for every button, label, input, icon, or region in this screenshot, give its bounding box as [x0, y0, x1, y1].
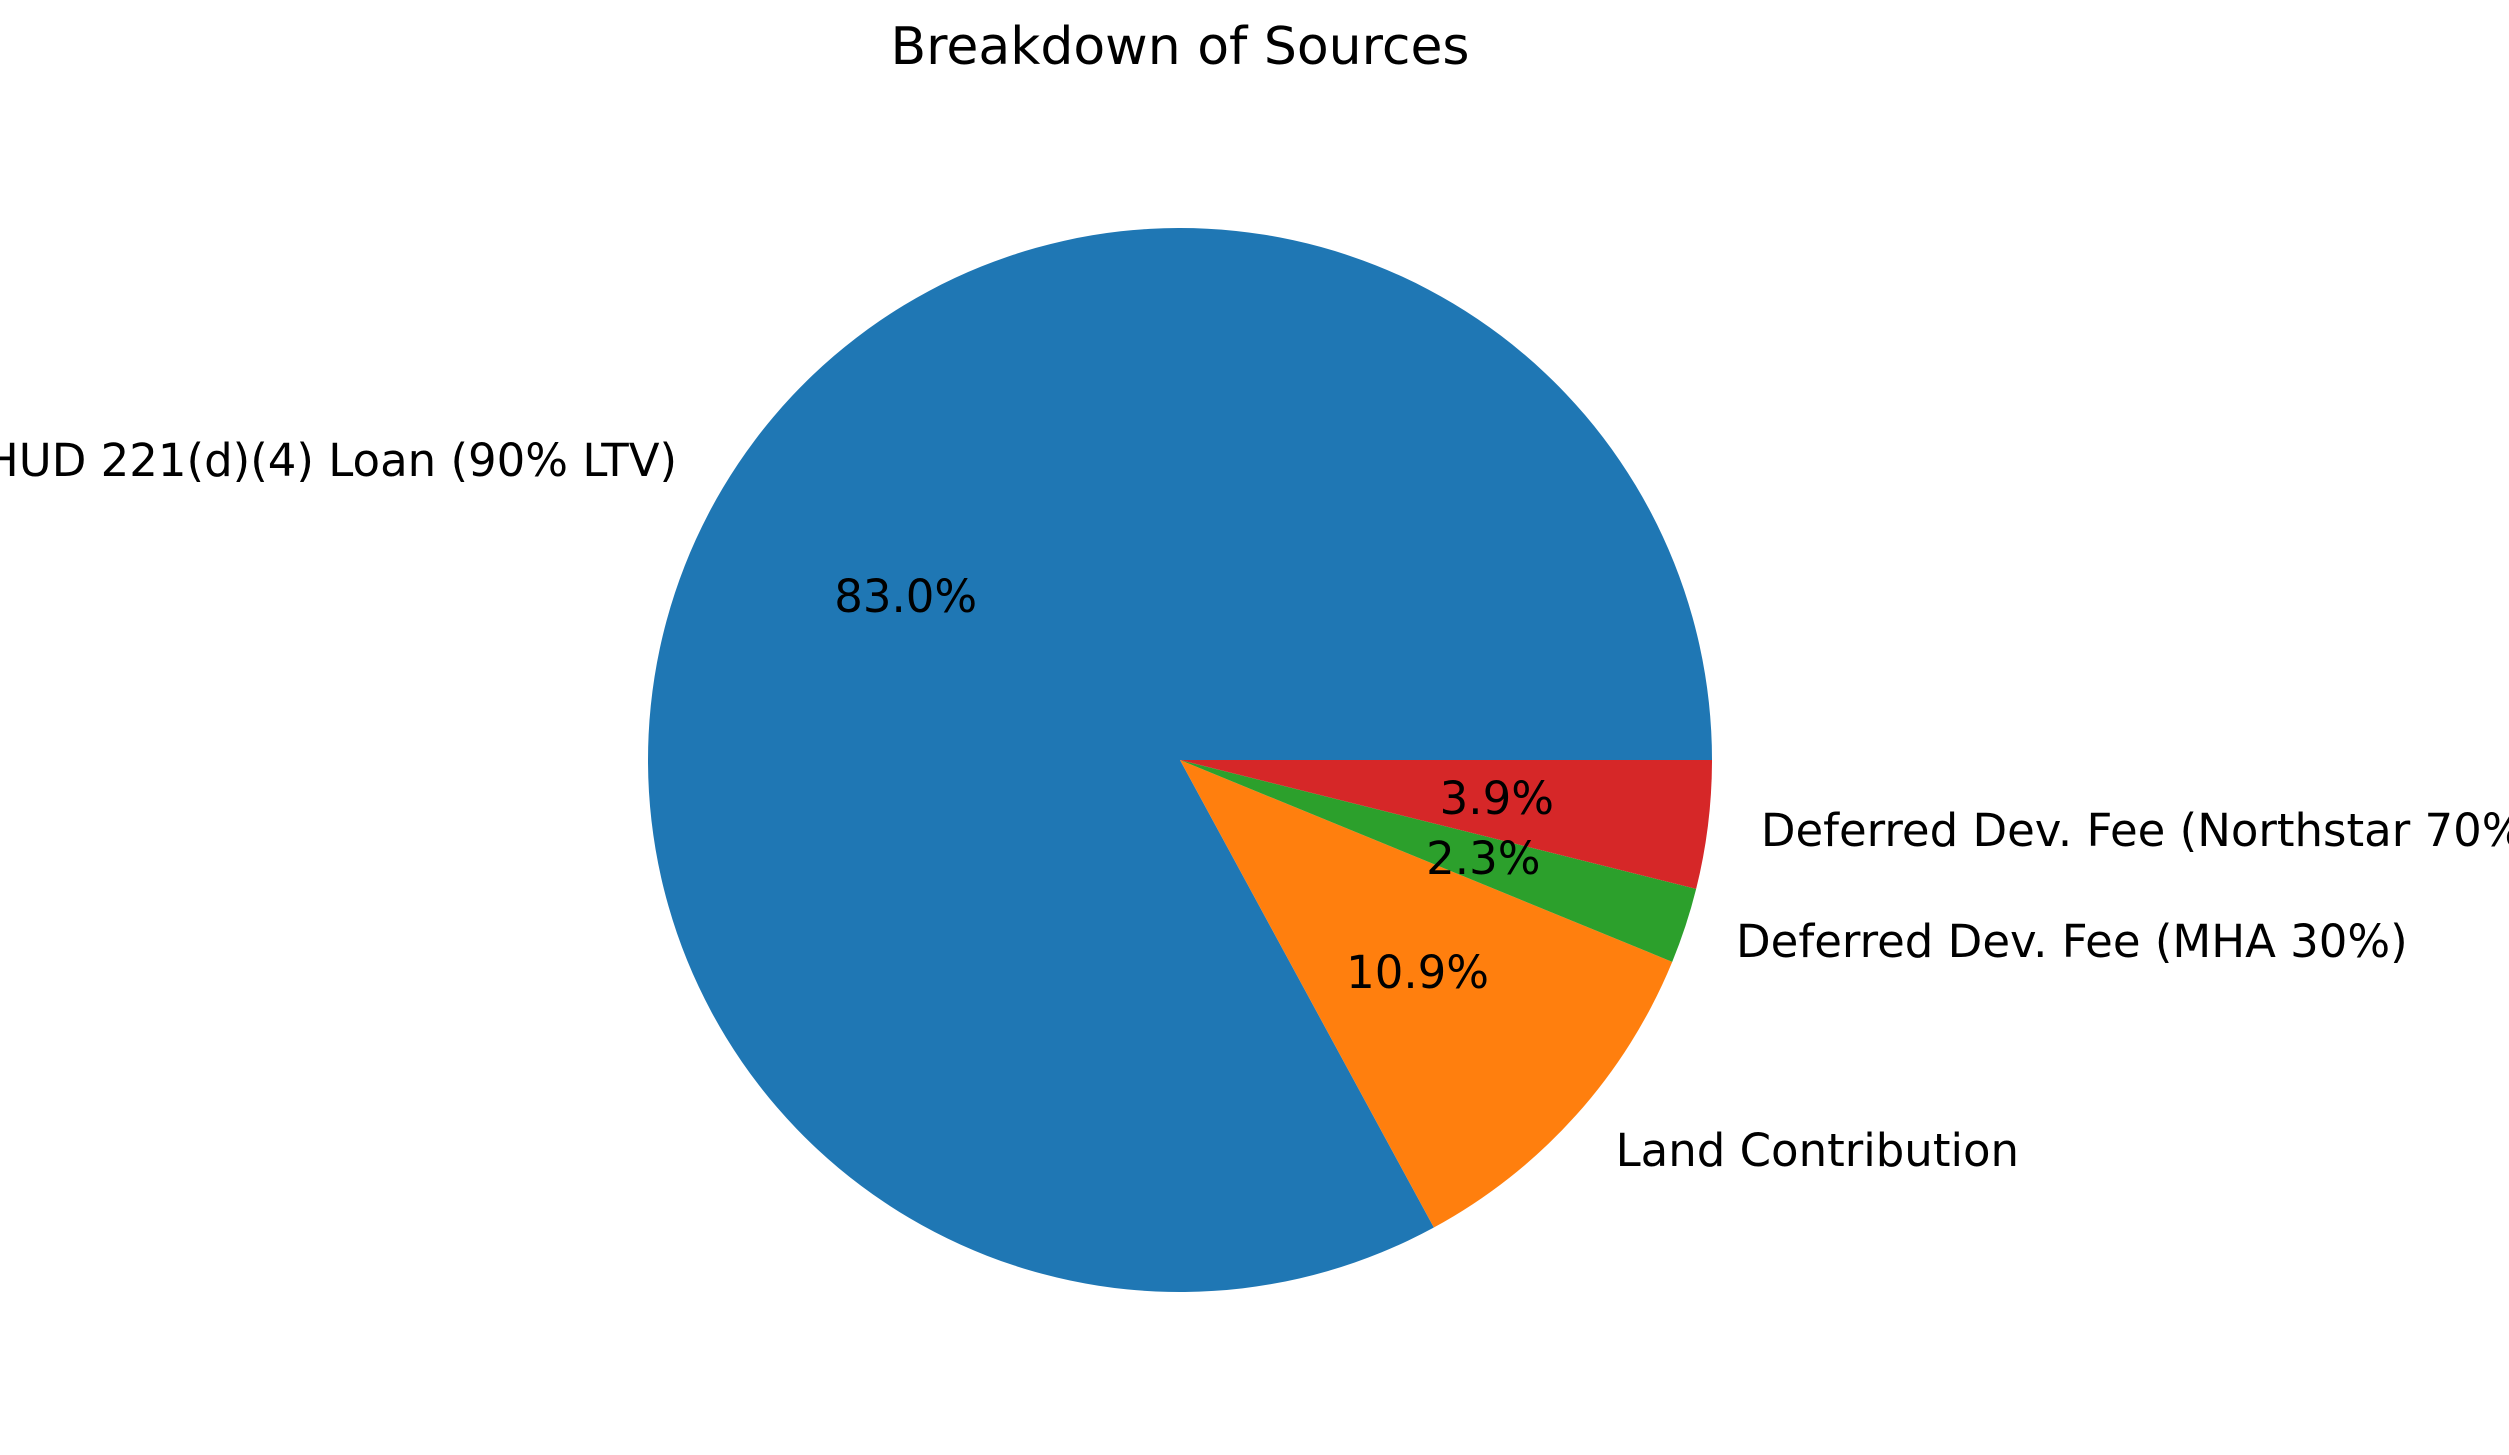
pie-slice-2	[1180, 760, 1697, 962]
chart-title: Breakdown of Sources	[890, 17, 1470, 77]
pie-slice-3	[1180, 760, 1712, 889]
pie-slice-1	[1180, 760, 1673, 1228]
pie-slice-0	[647, 227, 1713, 1292]
